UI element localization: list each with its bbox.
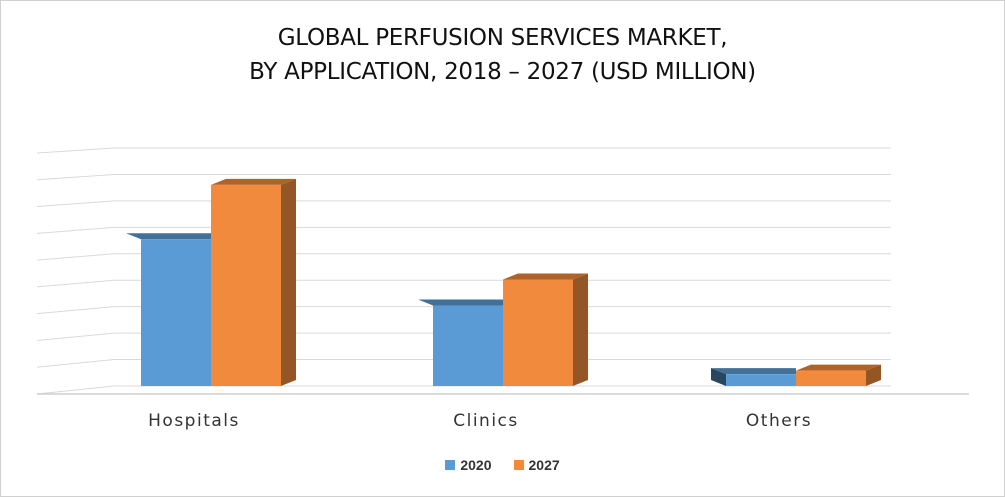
gridline-side	[36, 200, 115, 208]
legend-label-2020: 2020	[460, 457, 492, 473]
bar-side-2027-hospitals	[281, 178, 296, 386]
legend-swatch-2027	[513, 460, 524, 470]
chart-title: GLOBAL PERFUSION SERVICES MARKET, BY APP…	[1, 21, 1004, 89]
bar-top-2027-clinics	[503, 273, 588, 280]
gridline-side	[36, 253, 115, 261]
category-label-hospitals: Hospitals	[148, 411, 240, 431]
gridline-side	[36, 359, 115, 368]
chart-title-line-2: BY APPLICATION, 2018 – 2027 (USD MILLION…	[249, 59, 756, 85]
legend-item-2027: 2027	[513, 457, 560, 473]
bar-side-2027-clinics	[573, 273, 588, 386]
bar-top-2020-clinics	[418, 299, 503, 306]
bar-2027-others	[796, 370, 866, 386]
category-labels: Hospitals Clinics Others	[148, 411, 812, 431]
legend: 2020 2027	[1, 457, 1004, 473]
bar-side-2020-others	[711, 368, 726, 386]
category-label-clinics: Clinics	[453, 411, 519, 431]
bar-side-2027-others	[866, 364, 881, 386]
gridline-side	[36, 332, 115, 341]
category-label-others: Others	[746, 411, 812, 431]
legend-item-2020: 2020	[445, 457, 492, 473]
chart-title-line-1: GLOBAL PERFUSION SERVICES MARKET,	[277, 25, 728, 51]
bar-2020-others	[726, 374, 796, 386]
bars	[126, 178, 881, 386]
legend-swatch-2020	[445, 460, 456, 470]
bar-top-2020-others	[711, 368, 796, 375]
bar-2027-hospitals	[211, 184, 281, 386]
gridline-side	[36, 173, 115, 181]
legend-label-2027: 2027	[528, 457, 560, 473]
gridline-side	[36, 385, 115, 395]
bar-2020-hospitals	[141, 239, 211, 386]
bar-2027-clinics	[503, 279, 573, 386]
bar-top-2027-hospitals	[211, 178, 296, 185]
gridline-side	[36, 147, 115, 154]
bar-top-2027-others	[796, 364, 881, 371]
gridline-side	[36, 279, 115, 288]
bar-top-2020-hospitals	[126, 233, 211, 240]
bar-2020-clinics	[433, 305, 503, 386]
gridline-side	[36, 306, 115, 315]
gridline-side	[36, 226, 115, 234]
